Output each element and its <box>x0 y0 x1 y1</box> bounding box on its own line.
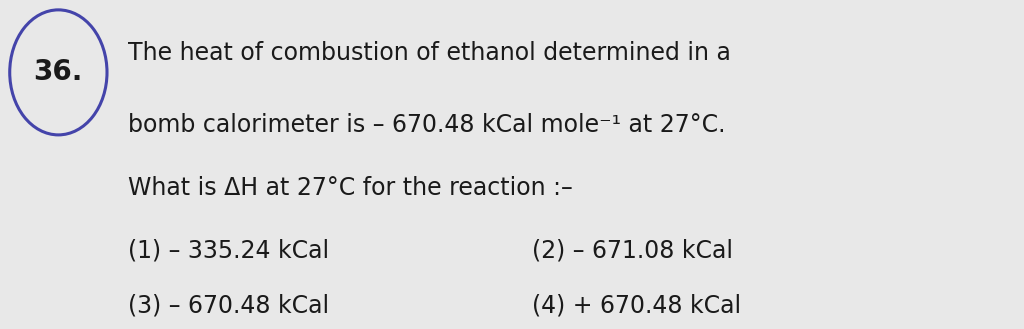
Text: bomb calorimeter is – 670.48 kCal mole⁻¹ at 27°C.: bomb calorimeter is – 670.48 kCal mole⁻¹… <box>128 113 725 137</box>
Text: (2) – 671.08 kCal: (2) – 671.08 kCal <box>532 238 733 262</box>
Text: 36.: 36. <box>34 58 83 87</box>
Text: The heat of combustion of ethanol determined in a: The heat of combustion of ethanol determ… <box>128 41 731 64</box>
Text: (3) – 670.48 kCal: (3) – 670.48 kCal <box>128 294 329 318</box>
Text: What is ΔH at 27°C for the reaction :–: What is ΔH at 27°C for the reaction :– <box>128 176 572 199</box>
Text: (4) + 670.48 kCal: (4) + 670.48 kCal <box>532 294 741 318</box>
Text: (1) – 335.24 kCal: (1) – 335.24 kCal <box>128 238 329 262</box>
